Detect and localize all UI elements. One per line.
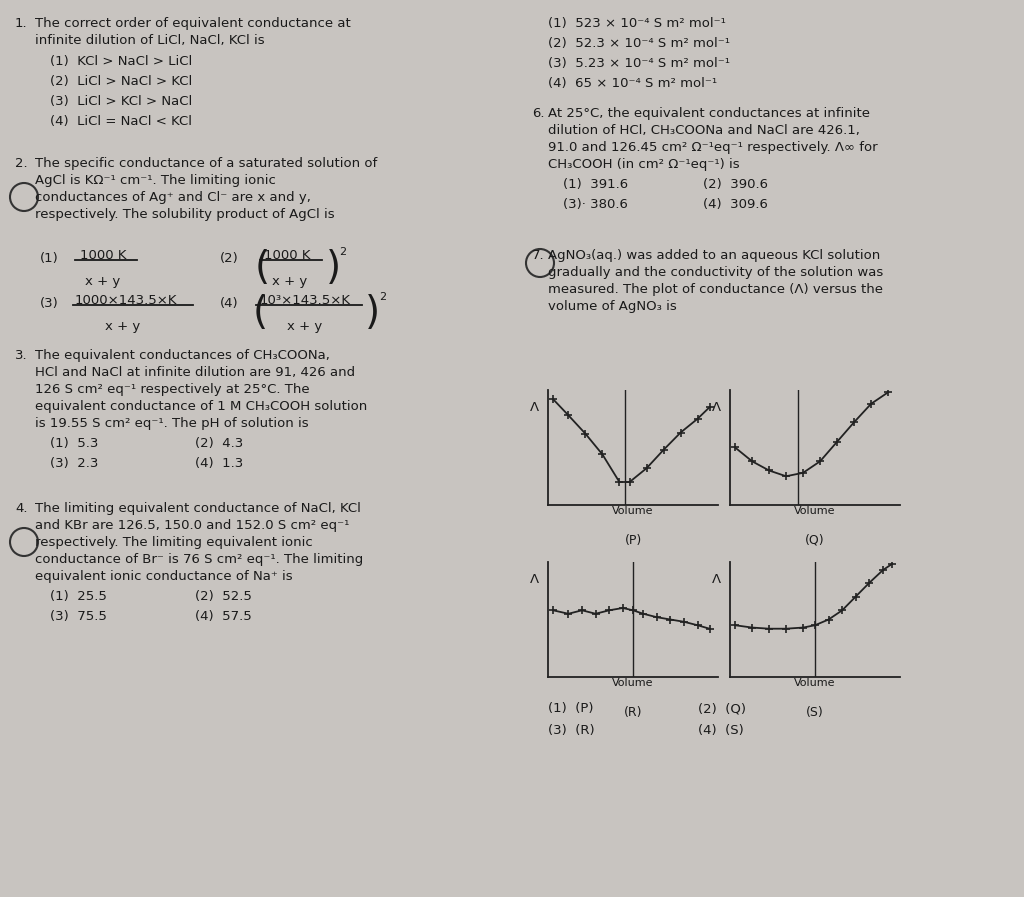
Text: (3)· 380.6: (3)· 380.6	[563, 198, 628, 211]
Text: equivalent conductance of 1 M CH₃COOH solution: equivalent conductance of 1 M CH₃COOH so…	[35, 400, 368, 413]
Text: Λ: Λ	[529, 573, 539, 586]
Text: x + y: x + y	[287, 320, 323, 333]
Text: AgNO₃(aq.) was added to an aqueous KCl solution: AgNO₃(aq.) was added to an aqueous KCl s…	[548, 249, 881, 262]
Text: (1)  5.3: (1) 5.3	[50, 437, 98, 450]
X-axis label: Volume: Volume	[795, 678, 836, 688]
Text: (2)  (Q): (2) (Q)	[698, 702, 746, 715]
Text: (Q): (Q)	[805, 534, 824, 547]
Text: 7.: 7.	[532, 249, 545, 262]
Text: gradually and the conductivity of the solution was: gradually and the conductivity of the so…	[548, 266, 884, 279]
Text: (4)  (S): (4) (S)	[698, 724, 743, 737]
Text: 1000 K: 1000 K	[264, 249, 310, 262]
Text: respectively. The limiting equivalent ionic: respectively. The limiting equivalent io…	[35, 536, 312, 549]
Text: x + y: x + y	[105, 320, 140, 333]
Text: infinite dilution of LiCl, NaCl, KCl is: infinite dilution of LiCl, NaCl, KCl is	[35, 34, 264, 47]
Text: (2)  4.3: (2) 4.3	[195, 437, 244, 450]
Text: 10³×143.5×K: 10³×143.5×K	[260, 294, 351, 307]
Text: (P): (P)	[625, 534, 642, 547]
Text: dilution of HCl, CH₃COONa and NaCl are 426.1,: dilution of HCl, CH₃COONa and NaCl are 4…	[548, 124, 860, 137]
Text: ): )	[365, 294, 380, 332]
Text: (S): (S)	[806, 706, 824, 718]
Text: is 19.55 S cm² eq⁻¹. The pH of solution is: is 19.55 S cm² eq⁻¹. The pH of solution …	[35, 417, 308, 430]
Text: (2): (2)	[220, 252, 239, 265]
Text: measured. The plot of conductance (Λ) versus the: measured. The plot of conductance (Λ) ve…	[548, 283, 883, 296]
Text: CH₃COOH (in cm² Ω⁻¹eq⁻¹) is: CH₃COOH (in cm² Ω⁻¹eq⁻¹) is	[548, 158, 739, 171]
Text: (3)  75.5: (3) 75.5	[50, 610, 106, 623]
X-axis label: Volume: Volume	[795, 507, 836, 517]
Text: (4): (4)	[220, 297, 239, 310]
Text: 1000×143.5×K: 1000×143.5×K	[75, 294, 177, 307]
Text: (1)  523 × 10⁻⁴ S m² mol⁻¹: (1) 523 × 10⁻⁴ S m² mol⁻¹	[548, 17, 726, 30]
Text: x + y: x + y	[85, 275, 120, 288]
Text: 1000 K: 1000 K	[80, 249, 127, 262]
Text: 4.: 4.	[15, 502, 28, 515]
Text: (4)  65 × 10⁻⁴ S m² mol⁻¹: (4) 65 × 10⁻⁴ S m² mol⁻¹	[548, 77, 717, 90]
Text: (1)  391.6: (1) 391.6	[563, 178, 628, 191]
Text: (1)  25.5: (1) 25.5	[50, 590, 106, 603]
Text: AgCl is KΩ⁻¹ cm⁻¹. The limiting ionic: AgCl is KΩ⁻¹ cm⁻¹. The limiting ionic	[35, 174, 275, 187]
Text: x + y: x + y	[272, 275, 307, 288]
Text: The limiting equivalent conductance of NaCl, KCl: The limiting equivalent conductance of N…	[35, 502, 360, 515]
Text: 6.: 6.	[532, 107, 545, 120]
Text: The equivalent conductances of CH₃COONa,: The equivalent conductances of CH₃COONa,	[35, 349, 330, 362]
Text: volume of AgNO₃ is: volume of AgNO₃ is	[548, 300, 677, 313]
X-axis label: Volume: Volume	[612, 678, 653, 688]
Text: (4)  309.6: (4) 309.6	[703, 198, 768, 211]
Text: (3)  2.3: (3) 2.3	[50, 457, 98, 470]
Text: The correct order of equivalent conductance at: The correct order of equivalent conducta…	[35, 17, 351, 30]
Text: (3)  (R): (3) (R)	[548, 724, 595, 737]
Text: (: (	[253, 294, 268, 332]
Text: HCl and NaCl at infinite dilution are 91, 426 and: HCl and NaCl at infinite dilution are 91…	[35, 366, 355, 379]
Text: 126 S cm² eq⁻¹ respectively at 25°C. The: 126 S cm² eq⁻¹ respectively at 25°C. The	[35, 383, 309, 396]
Text: (3)  5.23 × 10⁻⁴ S m² mol⁻¹: (3) 5.23 × 10⁻⁴ S m² mol⁻¹	[548, 57, 730, 70]
Text: equivalent ionic conductance of Na⁺ is: equivalent ionic conductance of Na⁺ is	[35, 570, 293, 583]
Text: conductance of Br⁻ is 76 S cm² eq⁻¹. The limiting: conductance of Br⁻ is 76 S cm² eq⁻¹. The…	[35, 553, 364, 566]
Text: 1.: 1.	[15, 17, 28, 30]
Text: 3.: 3.	[15, 349, 28, 362]
Text: respectively. The solubility product of AgCl is: respectively. The solubility product of …	[35, 208, 335, 221]
Text: (1)  (P): (1) (P)	[548, 702, 594, 715]
Text: 2.: 2.	[15, 157, 28, 170]
Text: 2: 2	[339, 247, 346, 257]
Text: (2)  LiCl > NaCl > KCl: (2) LiCl > NaCl > KCl	[50, 75, 193, 88]
Text: (1): (1)	[40, 252, 58, 265]
Text: At 25°C, the equivalent conductances at infinite: At 25°C, the equivalent conductances at …	[548, 107, 870, 120]
Text: (3)  LiCl > KCl > NaCl: (3) LiCl > KCl > NaCl	[50, 95, 193, 108]
Text: (: (	[255, 249, 270, 287]
Text: conductances of Ag⁺ and Cl⁻ are x and y,: conductances of Ag⁺ and Cl⁻ are x and y,	[35, 191, 311, 204]
Text: (4)  1.3: (4) 1.3	[195, 457, 244, 470]
Text: (4)  57.5: (4) 57.5	[195, 610, 252, 623]
Text: (2)  52.3 × 10⁻⁴ S m² mol⁻¹: (2) 52.3 × 10⁻⁴ S m² mol⁻¹	[548, 37, 730, 50]
Text: (1)  KCl > NaCl > LiCl: (1) KCl > NaCl > LiCl	[50, 55, 193, 68]
Text: (2)  52.5: (2) 52.5	[195, 590, 252, 603]
X-axis label: Volume: Volume	[612, 507, 653, 517]
Text: (R): (R)	[624, 706, 642, 718]
Text: (4)  LiCl = NaCl < KCl: (4) LiCl = NaCl < KCl	[50, 115, 193, 128]
Text: (2)  390.6: (2) 390.6	[703, 178, 768, 191]
Text: and KBr are 126.5, 150.0 and 152.0 S cm² eq⁻¹: and KBr are 126.5, 150.0 and 152.0 S cm²…	[35, 519, 349, 532]
Text: Λ: Λ	[529, 401, 539, 414]
Text: 2: 2	[379, 292, 386, 302]
Text: ): )	[326, 249, 341, 287]
Text: 91.0 and 126.45 cm² Ω⁻¹eq⁻¹ respectively. Λ∞ for: 91.0 and 126.45 cm² Ω⁻¹eq⁻¹ respectively…	[548, 141, 878, 154]
Text: (3): (3)	[40, 297, 58, 310]
Text: The specific conductance of a saturated solution of: The specific conductance of a saturated …	[35, 157, 377, 170]
Text: Λ: Λ	[712, 401, 721, 414]
Text: Λ: Λ	[712, 573, 721, 586]
